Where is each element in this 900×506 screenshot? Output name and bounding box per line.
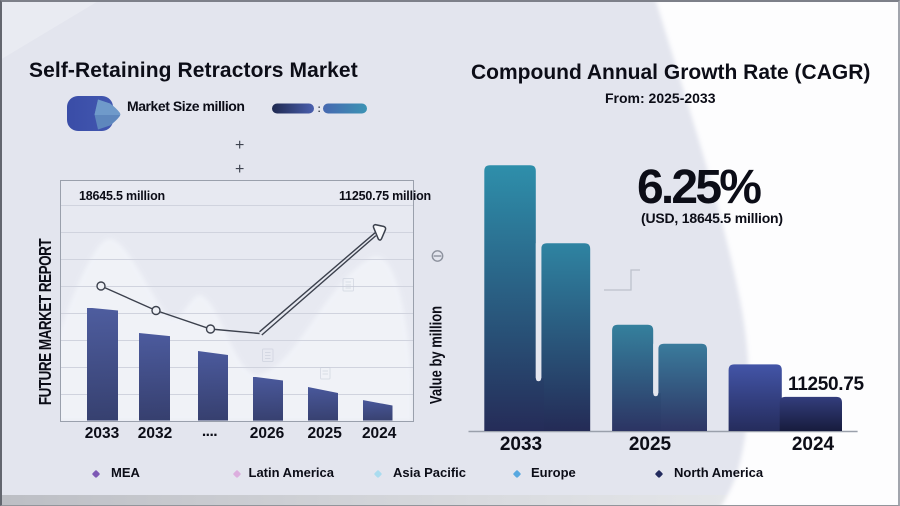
- svg-text::: :: [318, 104, 321, 115]
